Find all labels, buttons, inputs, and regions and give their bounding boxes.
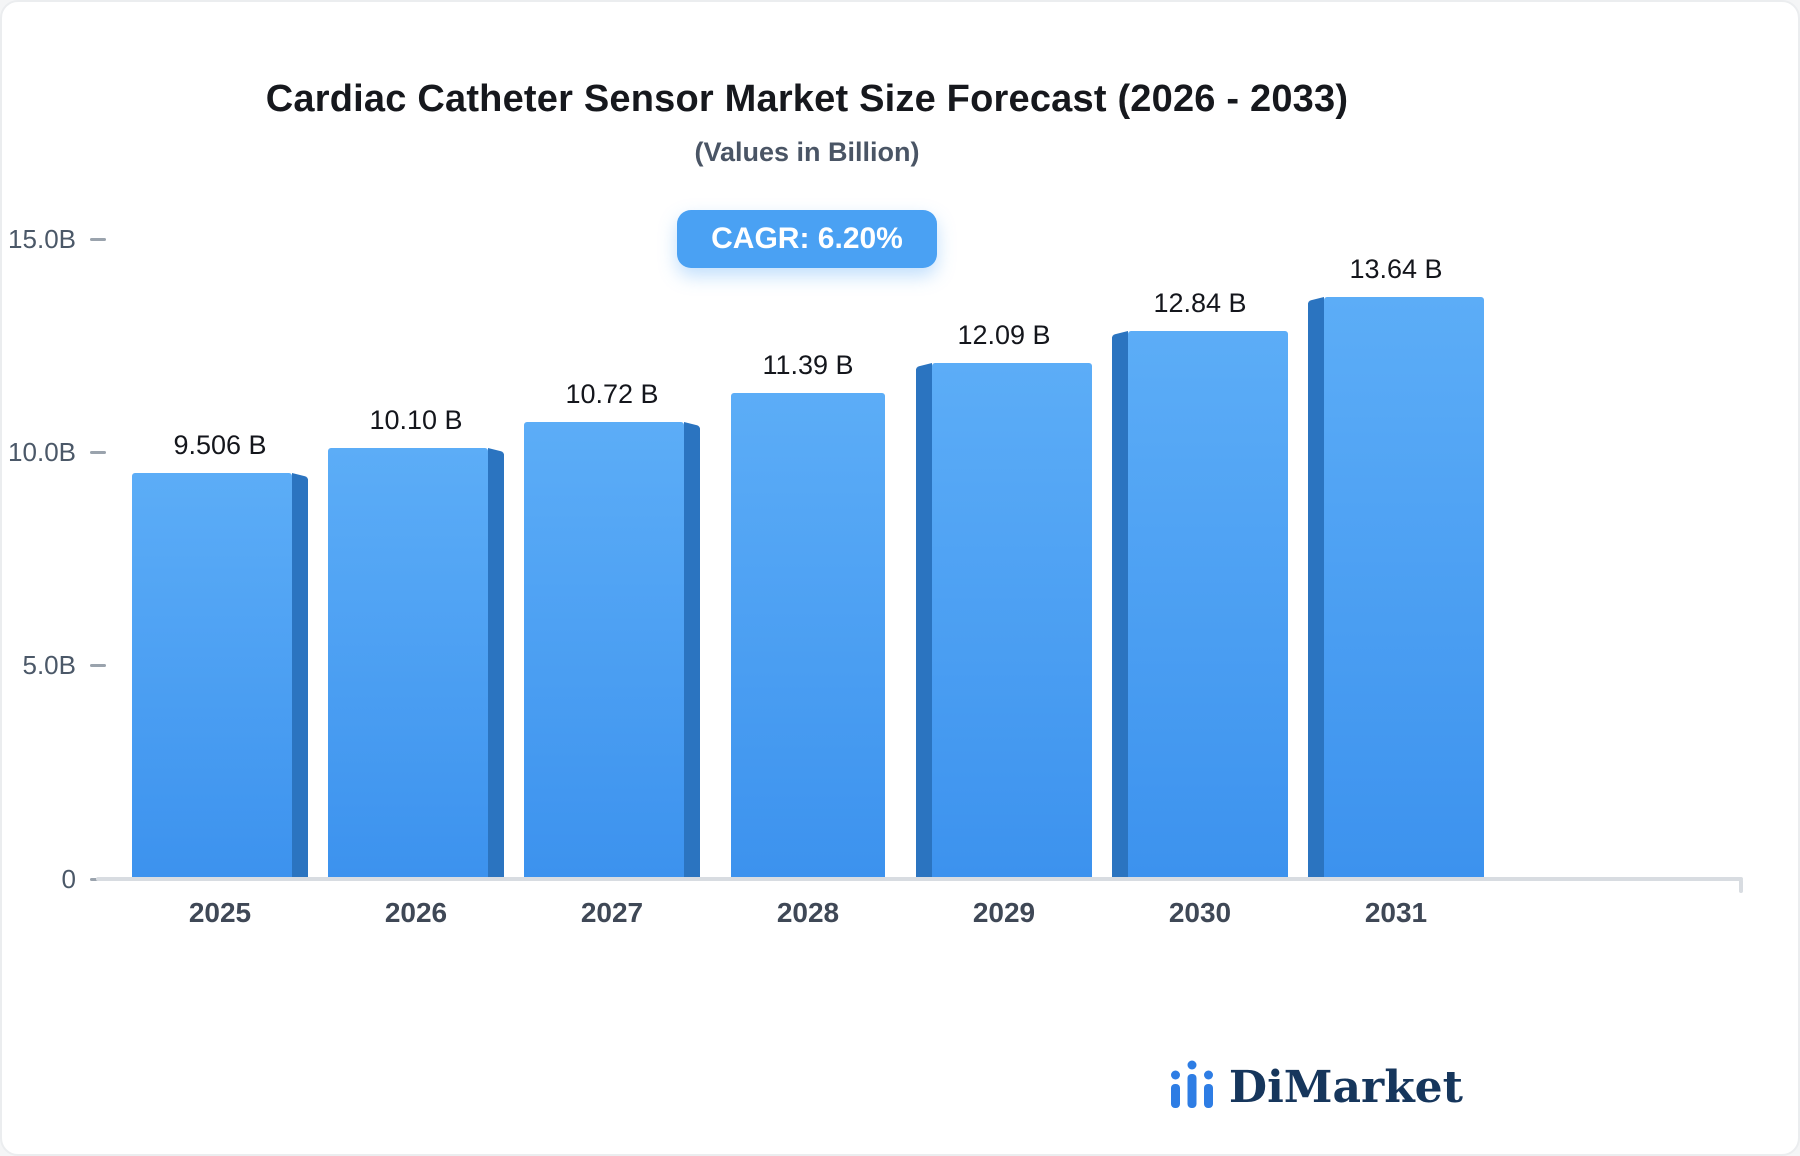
bar-group-2028: 11.39 B <box>710 239 906 879</box>
bar-face <box>1128 331 1288 879</box>
x-axis-label-2026: 2026 <box>384 897 448 928</box>
badge-row: CAGR: 6.20% <box>2 210 1612 268</box>
bar <box>328 448 504 879</box>
chart-header: Cardiac Catheter Sensor Market Size Fore… <box>2 2 1612 268</box>
bar-value-label: 13.64 B <box>1349 254 1443 285</box>
axis-end-tick <box>1739 879 1743 893</box>
bar <box>731 393 885 879</box>
bar-value-label: 10.72 B <box>565 378 659 409</box>
brand-logo: DiMarket <box>1169 1056 1463 1110</box>
chart-subtitle: (Values in Billion) <box>694 137 920 167</box>
bar-face <box>932 363 1092 879</box>
bar-edge <box>1308 297 1324 879</box>
y-tick: 5.0B <box>2 650 106 682</box>
x-axis-line <box>96 877 1743 881</box>
bar-value-label: 9.506 B <box>173 430 267 461</box>
bar-face <box>132 473 292 879</box>
y-tick-label: 0 <box>61 863 76 894</box>
bar <box>132 473 308 879</box>
brand-icon <box>1170 1060 1213 1108</box>
chart-title: Cardiac Catheter Sensor Market Size Fore… <box>265 78 1349 120</box>
x-axis-label-2028: 2028 <box>776 897 840 928</box>
bar-group-2026: 10.10 B <box>318 239 514 879</box>
brand-name: DiMarket <box>1228 1062 1463 1113</box>
y-tick: 15.0B <box>2 223 106 255</box>
bar-value-label: 12.09 B <box>957 320 1051 351</box>
bar <box>916 363 1092 879</box>
bar-face <box>524 421 684 879</box>
x-axis-label-2029: 2029 <box>972 897 1036 928</box>
y-tick: 0 <box>2 863 106 895</box>
y-tick: 10.0B <box>2 436 106 468</box>
bar <box>524 421 700 879</box>
bar-group-2025: 9.506 B <box>122 239 318 879</box>
bar-chart: 15.0B 10.0B 5.0B 0 9.506 B 10.10 B 10.72 B 11.… <box>8 224 1743 894</box>
bar-edge <box>684 421 700 879</box>
y-tick-mark <box>90 450 106 454</box>
y-tick-mark <box>90 664 106 668</box>
x-axis-label-2025: 2025 <box>188 897 252 928</box>
x-axis-label-2027: 2027 <box>580 897 644 928</box>
bar-group-2027: 10.72 B <box>514 239 710 879</box>
bar <box>1308 297 1484 879</box>
cagr-badge: CAGR: 6.20% <box>677 210 937 268</box>
bar-edge <box>292 473 308 879</box>
bars: 9.506 B 10.10 B 10.72 B 11.39 B 12.09 B 12.84… <box>122 239 1494 879</box>
bar-value-label: 10.10 B <box>369 405 463 436</box>
bar-group-2031: 13.64 B <box>1298 239 1494 879</box>
bar-edge <box>1112 331 1128 879</box>
bar-group-2030: 12.84 B <box>1102 239 1298 879</box>
y-tick-label: 15.0B <box>8 223 76 254</box>
bar-face <box>328 448 488 879</box>
bar-face <box>731 393 885 879</box>
y-tick-mark <box>90 237 106 241</box>
bar <box>1112 331 1288 879</box>
x-axis-labels: 2025 2026 2027 2028 2029 2030 2031 <box>122 897 1494 929</box>
bar-group-2029: 12.09 B <box>906 239 1102 879</box>
bar-face <box>1324 297 1484 879</box>
bar-edge <box>916 363 932 879</box>
y-tick-label: 5.0B <box>22 650 77 681</box>
x-axis-label-2031: 2031 <box>1364 897 1428 928</box>
bar-value-label: 11.39 B <box>762 350 854 381</box>
bar-value-label: 12.84 B <box>1153 288 1247 319</box>
x-axis-label-2030: 2030 <box>1168 897 1232 928</box>
bar-edge <box>488 448 504 879</box>
y-tick-label: 10.0B <box>8 436 76 467</box>
